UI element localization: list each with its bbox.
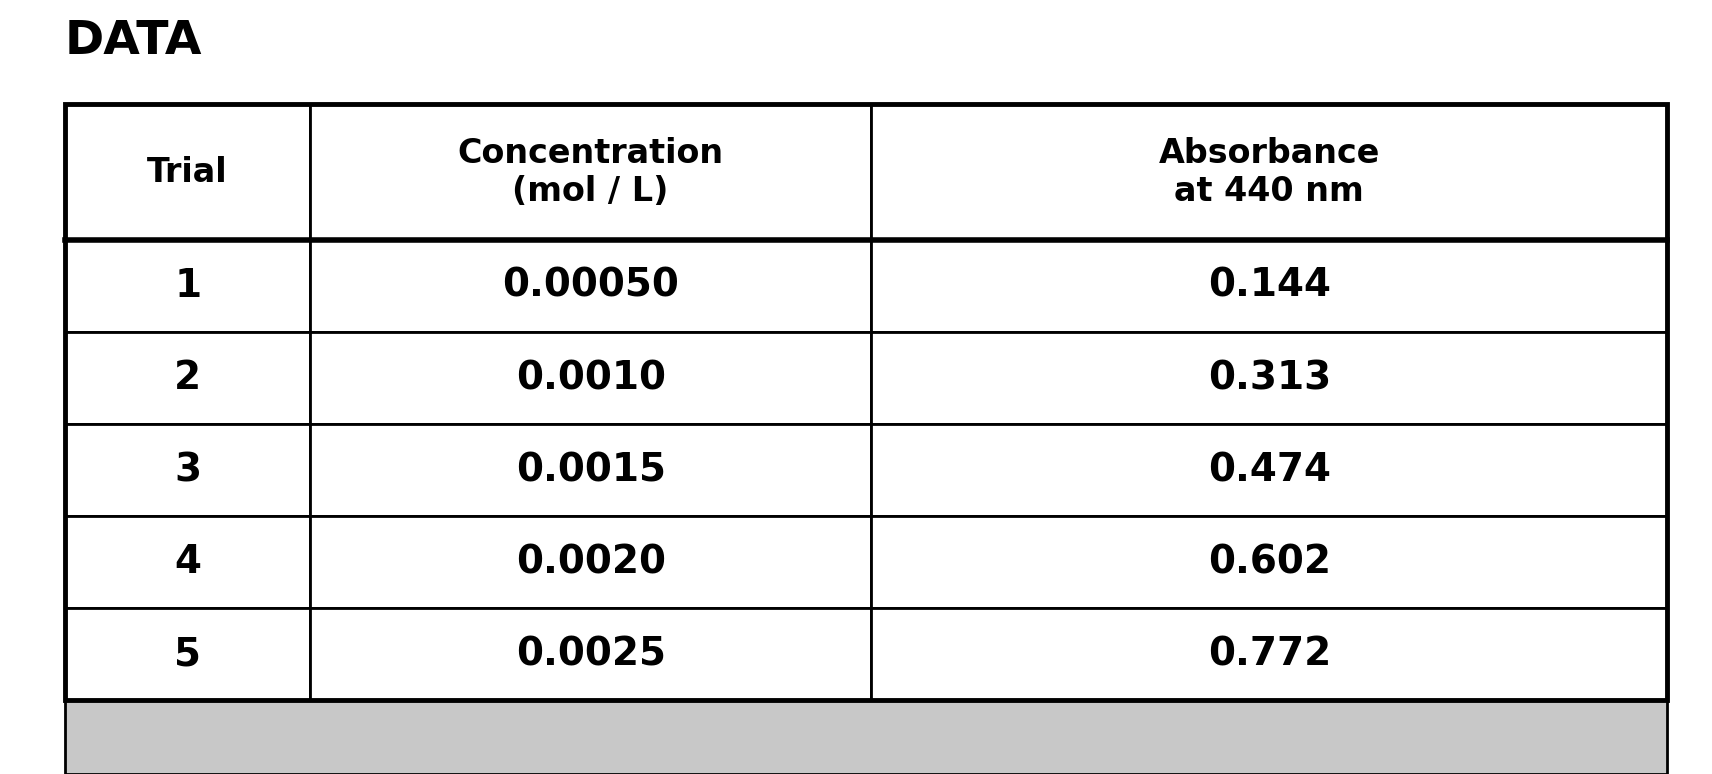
Bar bbox=[65, 104, 310, 240]
Text: DATA: DATA bbox=[65, 19, 202, 64]
Text: Absorbance
at 440 nm: Absorbance at 440 nm bbox=[1159, 137, 1380, 207]
Text: 4: 4 bbox=[175, 543, 200, 581]
Text: 0.474: 0.474 bbox=[1207, 451, 1330, 489]
Text: 0.0025: 0.0025 bbox=[515, 635, 666, 673]
Text: 0.0020: 0.0020 bbox=[515, 543, 666, 581]
Bar bbox=[310, 104, 871, 240]
Bar bbox=[310, 240, 871, 332]
Bar bbox=[65, 608, 310, 700]
Text: Concentration
(mol / L): Concentration (mol / L) bbox=[457, 137, 724, 207]
Bar bbox=[871, 240, 1667, 332]
Bar bbox=[65, 424, 310, 516]
Text: 1: 1 bbox=[175, 267, 202, 305]
Text: 0.772: 0.772 bbox=[1207, 635, 1330, 673]
Bar bbox=[65, 516, 310, 608]
Bar bbox=[310, 424, 871, 516]
Bar bbox=[871, 516, 1667, 608]
Text: 0.0010: 0.0010 bbox=[515, 359, 666, 397]
Bar bbox=[871, 424, 1667, 516]
Text: 0.602: 0.602 bbox=[1207, 543, 1330, 581]
Bar bbox=[65, 104, 1667, 700]
Bar bbox=[310, 608, 871, 700]
Bar bbox=[871, 608, 1667, 700]
Text: 0.313: 0.313 bbox=[1207, 359, 1330, 397]
Text: 3: 3 bbox=[175, 451, 202, 489]
Bar bbox=[871, 332, 1667, 424]
Text: Trial: Trial bbox=[147, 156, 228, 189]
Text: 5: 5 bbox=[175, 635, 200, 673]
Bar bbox=[65, 332, 310, 424]
Bar bbox=[65, 700, 1667, 774]
Bar bbox=[310, 332, 871, 424]
Text: 0.144: 0.144 bbox=[1207, 267, 1330, 305]
Bar bbox=[310, 516, 871, 608]
Text: 0.00050: 0.00050 bbox=[502, 267, 680, 305]
Text: 2: 2 bbox=[175, 359, 202, 397]
Bar bbox=[65, 240, 310, 332]
Text: 0.0015: 0.0015 bbox=[515, 451, 666, 489]
Bar bbox=[871, 104, 1667, 240]
